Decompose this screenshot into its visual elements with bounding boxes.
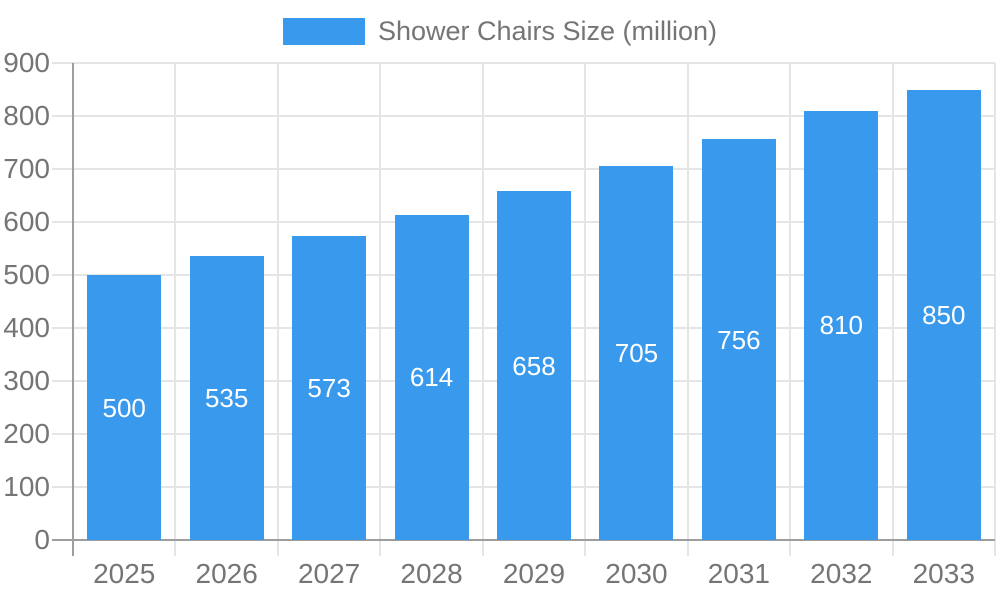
bar bbox=[906, 89, 981, 540]
bar-value-label: 535 bbox=[204, 383, 249, 414]
bar-value-label: 658 bbox=[512, 350, 556, 381]
bar bbox=[189, 256, 264, 540]
x-tick-label: 2032 bbox=[810, 558, 873, 589]
x-gridline bbox=[789, 63, 792, 556]
bar-value-label: 810 bbox=[819, 310, 864, 341]
y-tick-label: 0 bbox=[34, 524, 50, 555]
y-gridline bbox=[52, 62, 995, 64]
y-tick-label: 300 bbox=[3, 365, 50, 396]
bar bbox=[87, 275, 162, 540]
y-tick-label: 400 bbox=[3, 312, 50, 343]
y-tick-label: 800 bbox=[3, 100, 50, 131]
y-tick-label: 100 bbox=[3, 471, 50, 502]
x-gridline bbox=[481, 63, 484, 556]
bar bbox=[292, 236, 367, 540]
x-gridline bbox=[994, 63, 996, 556]
y-gridline bbox=[52, 115, 995, 117]
x-tick-label: 2033 bbox=[912, 558, 975, 589]
bar-value-label: 614 bbox=[409, 362, 454, 393]
legend-swatch bbox=[282, 17, 365, 45]
bar-value-label: 705 bbox=[614, 338, 659, 369]
x-gridline bbox=[379, 63, 382, 556]
y-tick-label: 600 bbox=[3, 206, 50, 237]
x-tick-label: 2026 bbox=[195, 558, 258, 589]
y-axis-line bbox=[72, 63, 74, 556]
x-tick-label: 2027 bbox=[297, 558, 361, 589]
y-gridline bbox=[52, 168, 995, 170]
x-gridline bbox=[276, 63, 279, 556]
x-gridline bbox=[891, 63, 894, 556]
x-axis-baseline bbox=[52, 539, 995, 541]
y-tick-label: 900 bbox=[3, 47, 50, 78]
bar-value-label: 850 bbox=[922, 299, 966, 330]
bar bbox=[701, 139, 776, 540]
bar-value-label: 500 bbox=[102, 392, 146, 423]
x-tick-label: 2031 bbox=[707, 558, 771, 589]
bar-value-label: 756 bbox=[717, 324, 761, 355]
bar bbox=[804, 110, 879, 540]
legend[interactable]: Shower Chairs Size (million) bbox=[0, 17, 1000, 45]
y-tick-label: 700 bbox=[3, 153, 50, 184]
x-gridline bbox=[174, 63, 177, 556]
bar bbox=[497, 191, 571, 540]
bar-value-label: 573 bbox=[307, 373, 351, 404]
x-gridline bbox=[584, 63, 587, 556]
x-tick-label: 2025 bbox=[93, 558, 156, 589]
y-tick-label: 200 bbox=[3, 418, 50, 449]
bar bbox=[394, 214, 469, 540]
y-tick-label: 500 bbox=[3, 259, 50, 290]
x-tick-label: 2030 bbox=[605, 558, 668, 589]
x-tick-label: 2028 bbox=[400, 558, 463, 589]
x-gridline bbox=[686, 63, 689, 556]
x-tick-label: 2029 bbox=[502, 558, 566, 589]
legend-label: Shower Chairs Size (million) bbox=[377, 16, 718, 46]
bar bbox=[599, 166, 674, 540]
